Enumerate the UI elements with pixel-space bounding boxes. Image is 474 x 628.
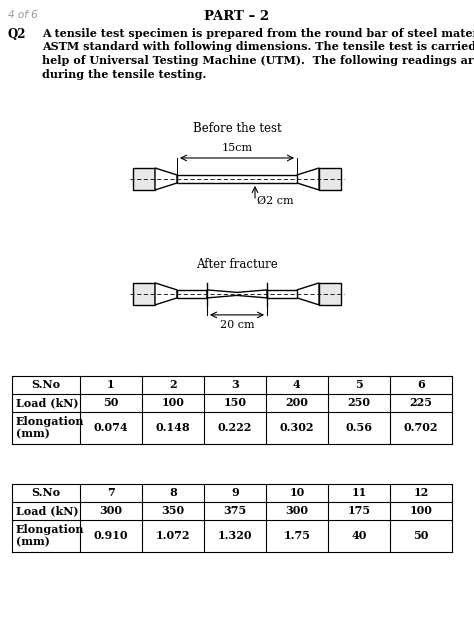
Text: 225: 225: [410, 397, 432, 408]
Text: 15cm: 15cm: [221, 143, 253, 153]
Text: 6: 6: [417, 379, 425, 390]
Text: Q2: Q2: [8, 28, 27, 41]
Text: help of Universal Testing Machine (UTM).  The following readings are noted: help of Universal Testing Machine (UTM).…: [42, 55, 474, 66]
Text: 1.75: 1.75: [283, 530, 310, 541]
Text: 3: 3: [231, 379, 239, 390]
Text: 10: 10: [289, 487, 304, 498]
Text: 1.320: 1.320: [218, 530, 252, 541]
Text: PART – 2: PART – 2: [204, 10, 270, 23]
Polygon shape: [297, 168, 319, 190]
Bar: [267, 290, 297, 298]
Text: 0.910: 0.910: [93, 530, 128, 541]
Text: (mm): (mm): [16, 428, 50, 439]
Text: 4: 4: [293, 379, 301, 390]
Bar: [133, 283, 155, 305]
Polygon shape: [207, 290, 267, 298]
Text: 2: 2: [169, 379, 177, 390]
Bar: [319, 283, 341, 305]
Text: 11: 11: [351, 487, 366, 498]
Text: 150: 150: [223, 397, 246, 408]
Text: 175: 175: [347, 505, 370, 516]
Text: (mm): (mm): [16, 536, 50, 547]
Text: 12: 12: [413, 487, 428, 498]
Text: A tensile test specimen is prepared from the round bar of steel material as per: A tensile test specimen is prepared from…: [42, 28, 474, 39]
Text: 300: 300: [285, 505, 309, 516]
Text: 375: 375: [223, 505, 246, 516]
Text: 0.702: 0.702: [403, 422, 438, 433]
Bar: [319, 168, 341, 190]
Text: 50: 50: [103, 397, 118, 408]
Text: 1: 1: [107, 379, 115, 390]
Text: Before the test: Before the test: [193, 122, 281, 135]
Text: 20 cm: 20 cm: [219, 320, 255, 330]
Text: Load (kN): Load (kN): [16, 397, 78, 408]
Bar: [177, 290, 207, 298]
Polygon shape: [155, 168, 177, 190]
Text: 100: 100: [162, 397, 184, 408]
Text: S.No: S.No: [31, 487, 60, 498]
Text: 8: 8: [169, 487, 177, 498]
Text: 100: 100: [410, 505, 432, 516]
Polygon shape: [297, 283, 319, 305]
Text: 40: 40: [351, 530, 366, 541]
Text: 0.074: 0.074: [93, 422, 128, 433]
Text: ASTM standard with following dimensions. The tensile test is carried out with th: ASTM standard with following dimensions.…: [42, 41, 474, 53]
Text: 200: 200: [285, 397, 308, 408]
Text: 50: 50: [413, 530, 428, 541]
Text: 1.072: 1.072: [155, 530, 190, 541]
Text: 300: 300: [100, 505, 122, 516]
Text: After fracture: After fracture: [196, 258, 278, 271]
Bar: [133, 168, 155, 190]
Text: Elongation: Elongation: [16, 416, 84, 427]
Text: 0.222: 0.222: [218, 422, 252, 433]
Polygon shape: [155, 283, 177, 305]
Text: during the tensile testing.: during the tensile testing.: [42, 68, 206, 80]
Text: Ø2 cm: Ø2 cm: [257, 196, 293, 206]
Bar: [177, 175, 297, 183]
Text: 9: 9: [231, 487, 239, 498]
Text: 250: 250: [347, 397, 370, 408]
Text: 0.148: 0.148: [155, 422, 190, 433]
Text: 5: 5: [355, 379, 363, 390]
Text: Load (kN): Load (kN): [16, 505, 78, 516]
Text: Elongation: Elongation: [16, 524, 84, 535]
Text: 7: 7: [107, 487, 115, 498]
Text: 4 of 6: 4 of 6: [8, 10, 38, 20]
Text: 0.302: 0.302: [280, 422, 314, 433]
Text: 0.56: 0.56: [346, 422, 373, 433]
Text: S.No: S.No: [31, 379, 60, 390]
Text: 350: 350: [161, 505, 184, 516]
